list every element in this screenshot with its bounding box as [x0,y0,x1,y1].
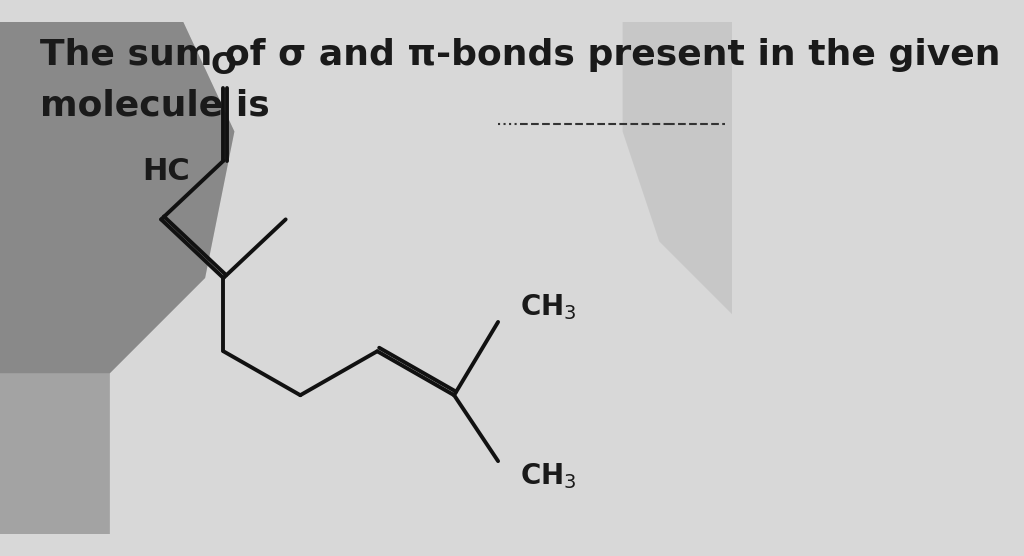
Text: HC: HC [142,157,190,186]
Polygon shape [0,22,234,534]
Text: CH$_3$: CH$_3$ [520,461,577,490]
Text: The sum of σ and π-bonds present in the given: The sum of σ and π-bonds present in the … [40,38,1000,72]
Polygon shape [0,22,234,373]
Text: molecule is: molecule is [40,89,270,123]
Polygon shape [623,22,732,315]
Text: O: O [211,51,237,80]
Text: CH$_3$: CH$_3$ [520,292,577,322]
